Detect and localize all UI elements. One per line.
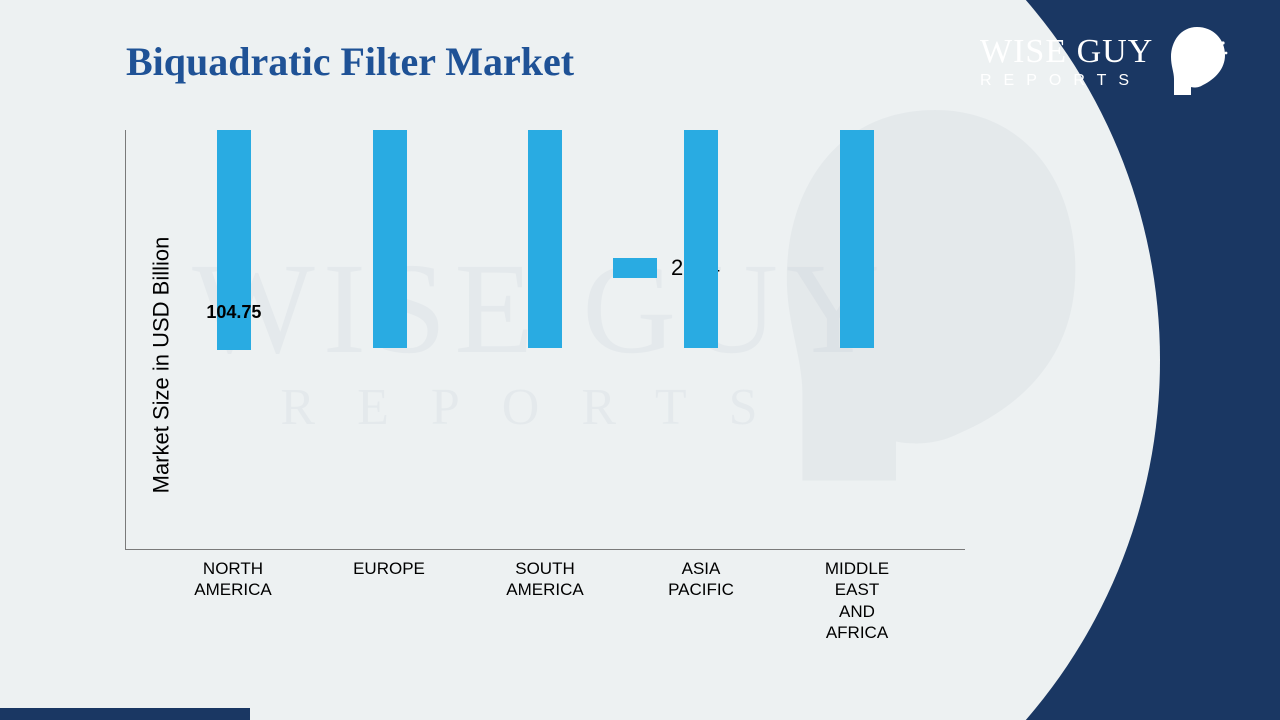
side-panel [970, 0, 1280, 720]
x-axis-label: EUROPE [311, 552, 467, 643]
bottom-accent-bar [0, 708, 250, 720]
bar [840, 130, 874, 348]
plot-area: 104.75 [125, 130, 965, 550]
brand-line1: WISE GUY [980, 35, 1153, 69]
x-axis-label: SOUTHAMERICA [467, 552, 623, 643]
panel-cutout [970, 0, 1160, 720]
brand-logo: WISE GUY REPORTS [980, 22, 1250, 102]
bar-slot [468, 130, 624, 549]
brand-head-icon [1163, 23, 1233, 101]
bar-chart: Market Size in USD Billion 104.75 NORTHA… [85, 130, 965, 600]
x-axis-label: NORTHAMERICA [155, 552, 311, 643]
chart-title: Biquadratic Filter Market [126, 38, 574, 85]
x-axis-label: MIDDLEEASTANDAFRICA [779, 552, 935, 643]
bar-slot: 104.75 [156, 130, 312, 549]
bar-value-label: 104.75 [206, 302, 261, 323]
bars-container: 104.75 [126, 130, 965, 549]
bar-slot [312, 130, 468, 549]
bar [528, 130, 562, 348]
bar [684, 130, 718, 348]
report-canvas: WISE GUY REPORTS WISE GUY REPORTS [0, 0, 1280, 720]
brand-logo-text: WISE GUY REPORTS [980, 35, 1153, 89]
x-axis-label: ASIAPACIFIC [623, 552, 779, 643]
bar [373, 130, 407, 348]
bar-slot [623, 130, 779, 549]
x-labels-container: NORTHAMERICAEUROPESOUTHAMERICAASIAPACIFI… [125, 552, 965, 643]
brand-line2: REPORTS [980, 73, 1153, 89]
bar-slot [779, 130, 935, 549]
